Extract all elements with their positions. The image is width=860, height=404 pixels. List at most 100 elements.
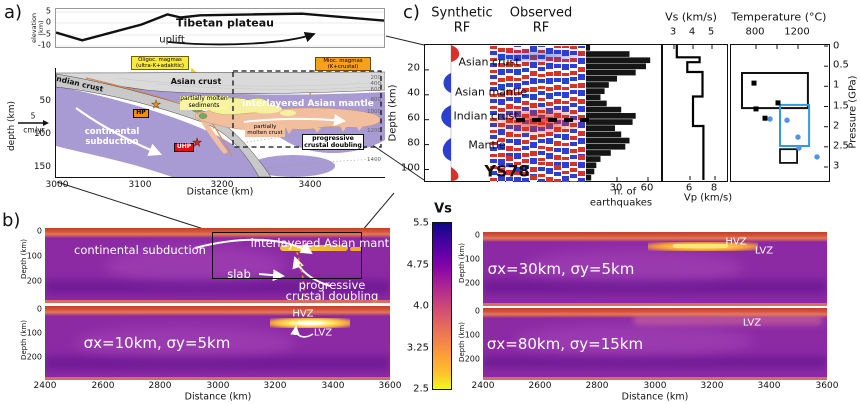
tick-label: 1200 [367,128,381,134]
tick-label: 2600 [528,381,552,391]
tick-label: 0 [474,230,480,240]
smoothing-label: σx=30km, σy=5km [487,260,635,278]
vs-plot-box [662,44,728,182]
miocene-magmas-box: Mioc. magmas (K+crustal) [315,57,371,72]
tick-label: 200 [26,352,42,362]
tick-label: 4.75 [406,259,429,271]
tick-label: 5.5 [413,217,429,229]
tick-label: 3400 [298,180,322,190]
panel-c-letter: c) [403,2,420,23]
vs-depth-model [673,45,716,180]
tick-label: 150 [33,162,51,172]
tick-label: 3.25 [406,342,429,354]
tick-label: 800 [370,97,382,103]
tick-label: 200 [370,75,382,81]
dark-mantle-band [483,356,827,368]
tick-label: 0 [36,304,42,314]
asian-crust-label: Asian crust [171,77,222,86]
molten-crust-box: partially molten crust [245,124,285,137]
map-label-continental-subduction: continental subduction [74,243,206,257]
map-label-slab: slab [227,267,251,281]
tick-label: 100 [464,330,480,340]
oligocene-magmas-box: Oligoc. magmas (ultra-K+adakitic) [131,56,189,71]
map-label-interlayered: interlayered Asian mantle [250,236,390,250]
panel-a-letter: a) [4,2,23,23]
continental-subduction-label-2: subduction [85,137,138,147]
interlayering-arrow [243,114,346,126]
tick-label: 100 [400,162,420,174]
tomography-map-top-left: continental subduction interlayered Asia… [45,228,390,303]
temperature-axis-label: Temperature (°C) [731,10,827,24]
crustal-blue-conversion [490,48,587,64]
continental-subduction-label-1: continental [85,127,140,137]
tick-label: 1000 [367,109,381,115]
observed-header: Observed [509,5,573,21]
sediment-lens [250,104,282,114]
pt-scatter [741,45,828,168]
tick-label: 200 [464,354,480,364]
velocity-scale-arrow [18,120,49,126]
oligocene-magmas-line1: Oligoc. magmas [138,57,182,63]
vs-colorbar [432,222,452,390]
pt-plot-box [730,44,830,182]
molten-crust-drips [286,126,363,134]
velocity-scale-unit: cm/yr [23,125,45,135]
molten-sediments-line1: partially molten [180,95,228,102]
station-name: YS78 [484,161,530,181]
low-vs-lens [105,246,285,286]
distance-axis-label-right: Distance (km) [621,391,689,403]
tick-label: 4 [688,26,696,38]
rf-depth-axis-label: Depth (km) [387,84,399,142]
molten-crust-line2: molten crust [247,130,283,137]
crustal-doubling-box: progressive crustal doubling [302,134,364,151]
distance-axis-label-left: Distance (km) [184,391,252,403]
miocene-magmas-line1: Mioc. magmas [323,58,363,64]
map-annotation-arrows [194,238,331,303]
hp-star-icon: ★ [151,98,161,111]
interlayered-hvz-blob [350,247,362,251]
tomography-map-bottom-left: HVZ LVZ σx=10km, σy=5km [45,306,390,380]
tick-label: 1400 [367,157,381,163]
histogram-axis-label-1: n. of [613,186,637,198]
section-depth-axis-label: depth (km) [7,100,17,152]
tick-label: 30 [609,182,623,194]
tick-label: 3200 [700,381,724,391]
hvz-streak [270,318,350,328]
elevation-plot [55,8,385,48]
region-label-indian-crust: Indian crust [453,109,519,123]
tick-label: 400 [370,81,382,87]
lvz-label: LVZ [742,317,762,329]
uplift-arrow [167,31,316,46]
low-vs-lens [75,326,295,360]
cross-section-plot: ★ ★ Indian crust Asian crust interlayere… [53,68,386,178]
smoothing-label: σx=10km, σy=5km [83,334,231,352]
lvz-band [633,315,823,325]
molten-sediments-box: partially molten sediments [180,95,228,110]
tick-label: 0 [36,226,42,236]
earthquake-histogram [586,45,651,181]
tick-label: 2800 [585,381,609,391]
interlayered-mantle-label: interlayered Asian mantle [242,99,374,109]
uplift-label: uplift [159,34,185,46]
molten-crust-line1: partially [253,124,277,130]
tick-label: 3400 [757,381,781,391]
tick-label: 1.5 [833,100,849,112]
tick-label: 100 [464,254,480,264]
tick-label: 100 [33,129,51,139]
slab-dashed-curve [296,251,305,303]
tick-label: 2400 [33,381,57,391]
tick-label: 80 [407,137,420,149]
tick-label: 3 [833,160,840,172]
tick-label: 1 [833,79,840,91]
pressure-axis-label: Pressure (GPa) [847,75,859,149]
tick-label: 60 [640,182,654,194]
tick-label: 3000 [45,180,69,190]
tick-label: 40 [407,87,420,99]
crustal-doubling-line2: crustal doubling [304,142,362,150]
tick-label: 200 [26,276,42,286]
tick-label: 20 [407,62,420,74]
tomography-map-bottom-right: LVZ σx=80km, σy=15km [483,308,827,380]
hvz-core [673,244,728,248]
panel-b-letter: b) [2,210,21,231]
